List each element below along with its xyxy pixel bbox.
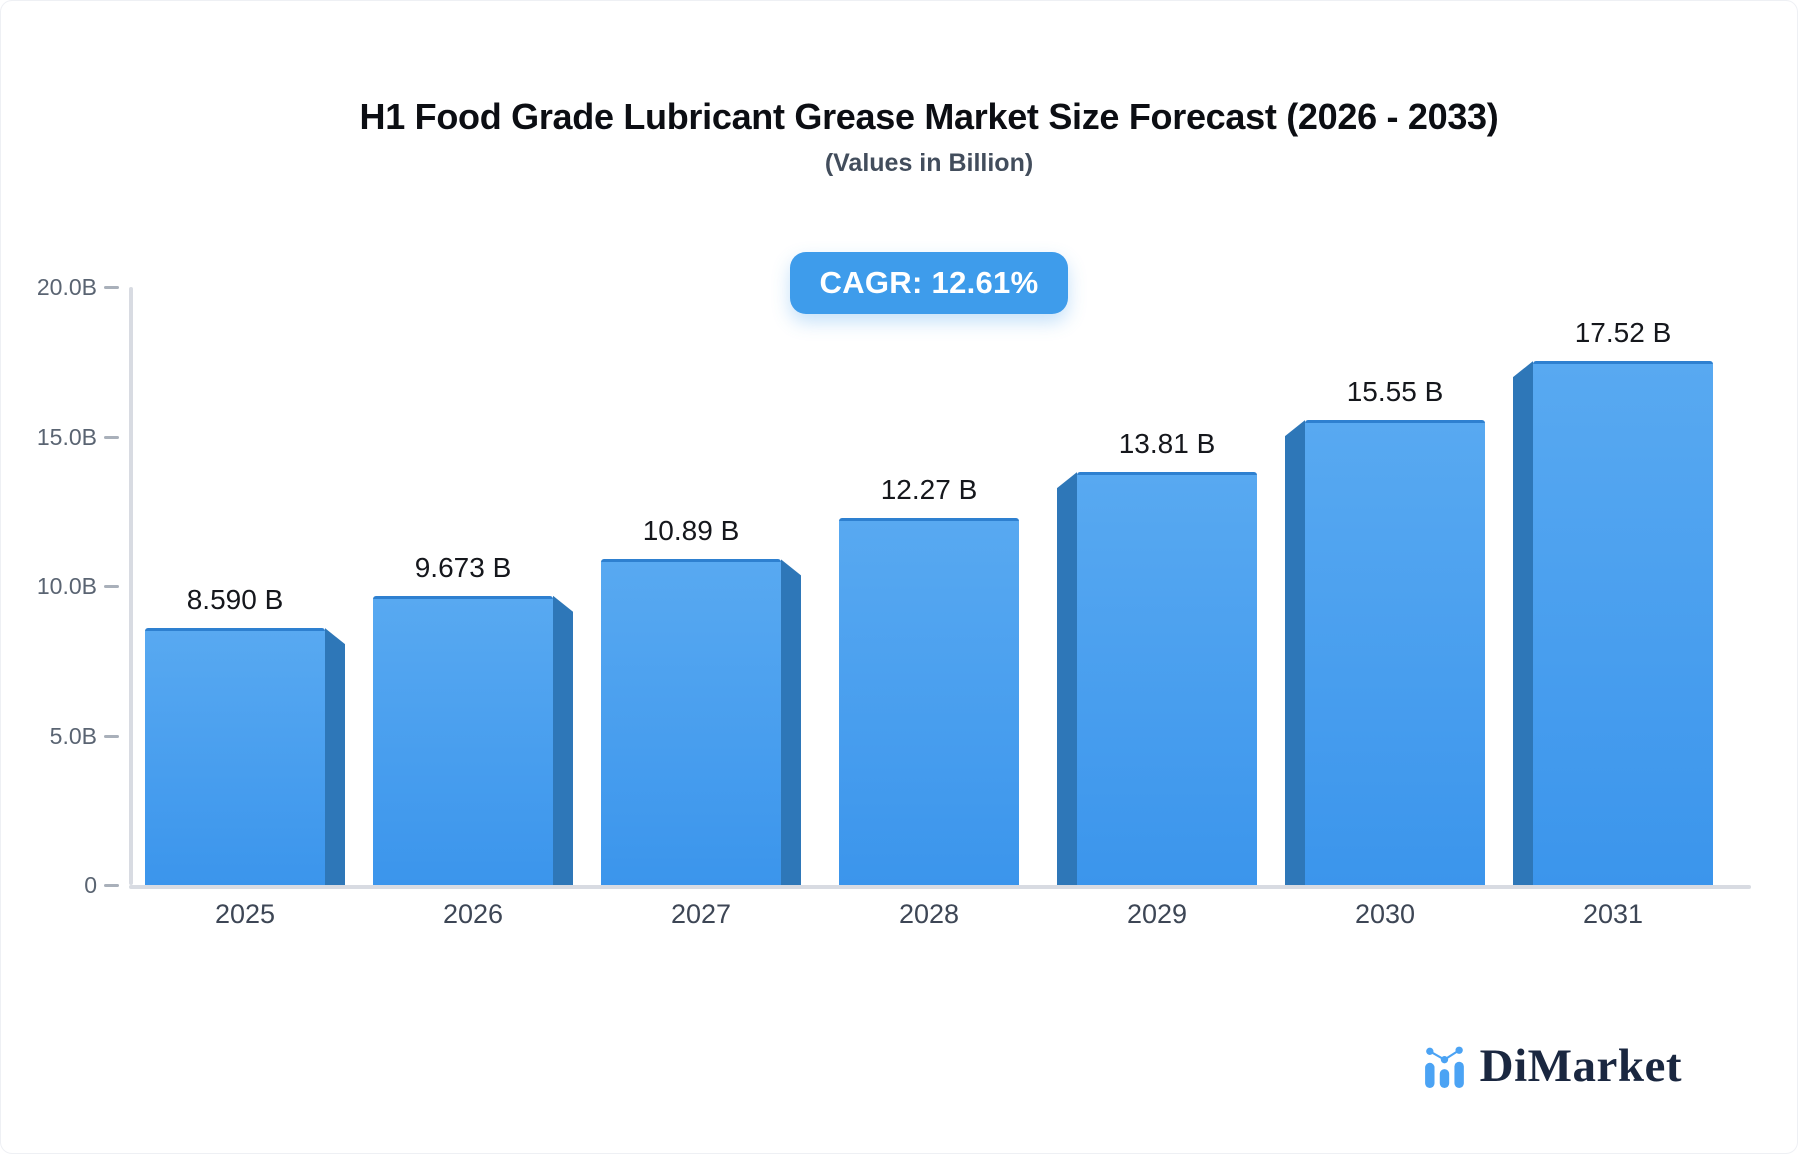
bar-side-face <box>325 628 345 885</box>
y-tick-mark <box>104 286 119 289</box>
chart-subtitle: (Values in Billion) <box>824 149 1034 177</box>
x-tick-label: 2027 <box>670 899 732 929</box>
bar-2029 <box>1077 472 1257 885</box>
bar-2028 <box>839 518 1019 885</box>
y-tick-label: 15.0B <box>36 423 97 450</box>
bar-2025 <box>145 628 325 885</box>
x-tick-label: 2031 <box>1582 899 1644 929</box>
y-tick-mark <box>104 585 119 588</box>
x-tick-label: 2025 <box>214 899 276 929</box>
bar-value-label: 12.27 B <box>880 474 978 506</box>
x-tick-label: 2029 <box>1126 899 1188 929</box>
cagr-badge: CAGR: 12.61% <box>789 252 1069 314</box>
y-axis-line <box>129 287 133 885</box>
bar-group-2030: 15.55 B <box>1271 287 1499 885</box>
y-tick-label: 10.0B <box>36 573 97 599</box>
cagr-badge-row: CAGR: 12.61% <box>131 252 1727 314</box>
x-tick-label: 2030 <box>1354 899 1416 929</box>
bar-2030 <box>1305 420 1485 885</box>
x-axis-line <box>129 885 1751 889</box>
bar-side-face <box>781 559 801 885</box>
bar-side-face <box>1057 472 1077 885</box>
x-tick-label: 2028 <box>898 899 960 929</box>
bar-group-2027: 10.89 B <box>587 287 815 885</box>
y-tick-mark <box>104 734 119 738</box>
bar-group-2031: 17.52 B <box>1499 287 1727 885</box>
bar-2031 <box>1533 361 1713 885</box>
y-tick-label: 5.0B <box>49 722 97 749</box>
y-tick-label: 20.0B <box>36 274 97 300</box>
bar-side-face <box>1513 361 1533 885</box>
bar-value-label: 15.55 B <box>1346 376 1444 408</box>
bar-group-2029: 13.81 B <box>1043 287 1271 885</box>
y-tick-mark <box>104 884 119 887</box>
bar-value-label: 13.81 B <box>1118 428 1216 460</box>
y-tick-label: 0 <box>84 872 97 898</box>
y-tick-mark <box>104 435 119 439</box>
y-axis: 20.0B 15.0B 10.0B 5.0B 0 <box>1 274 131 898</box>
bar-side-face <box>1285 420 1305 885</box>
bar-value-label: 8.590 B <box>186 584 284 616</box>
bar-value-label: 17.52 B <box>1574 317 1672 349</box>
x-axis-labels: 2025 2026 2027 2028 2029 2030 2031 <box>131 899 1727 939</box>
mini-bar-line-chart-icon <box>1424 1046 1464 1088</box>
bar-side-face <box>553 595 573 885</box>
bar-value-label: 9.673 B <box>414 551 512 583</box>
bar-2026 <box>373 595 553 885</box>
bar-2027 <box>601 559 781 885</box>
bar-group-2025: 8.590 B <box>131 287 359 885</box>
bar-value-label: 10.89 B <box>642 515 740 547</box>
brand-logo: DiMarket <box>1423 1043 1682 1090</box>
bar-group-2028: 12.27 B <box>815 287 1043 885</box>
plot-area: 8.590 B 9.673 B 10.89 B 12.27 B 13.81 B 15.55… <box>131 287 1727 885</box>
chart-title: H1 Food Grade Lubricant Grease Market Si… <box>359 96 1499 137</box>
bar-group-2026: 9.673 B <box>359 287 587 885</box>
x-tick-label: 2026 <box>442 899 504 929</box>
brand-name: DiMarket <box>1479 1040 1682 1092</box>
